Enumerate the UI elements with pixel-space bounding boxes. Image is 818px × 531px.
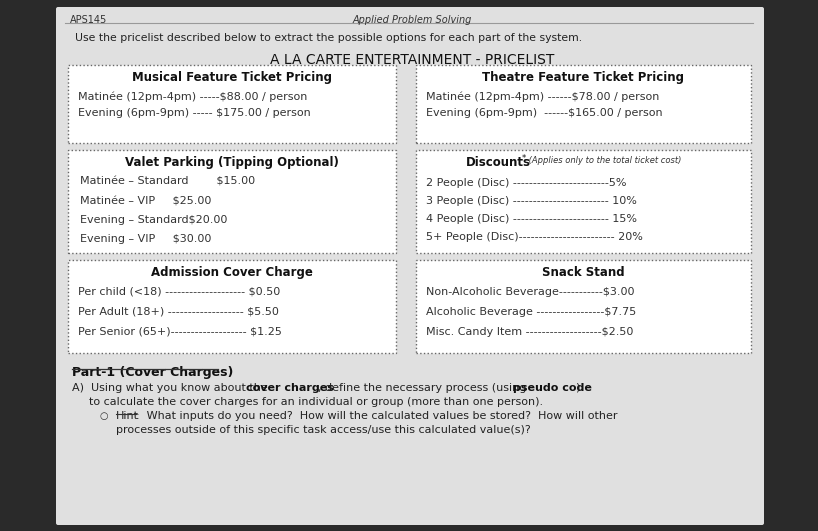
Text: APS145: APS145 xyxy=(70,15,107,25)
FancyBboxPatch shape xyxy=(56,7,764,525)
Text: pseudo code: pseudo code xyxy=(513,383,592,393)
Bar xyxy=(68,65,396,143)
Text: 4 People (Disc) ------------------------ 15%: 4 People (Disc) ------------------------… xyxy=(426,214,637,224)
Text: Discounts: Discounts xyxy=(466,156,531,169)
Text: Snack Stand: Snack Stand xyxy=(542,266,625,279)
Text: 3 People (Disc) ------------------------ 10%: 3 People (Disc) ------------------------… xyxy=(426,196,637,206)
Text: ○: ○ xyxy=(100,411,115,421)
Text: (Applies only to the total ticket cost): (Applies only to the total ticket cost) xyxy=(526,156,681,165)
Text: Matinée – VIP     $25.00: Matinée – VIP $25.00 xyxy=(80,196,211,206)
Text: Non-Alcoholic Beverage-----------$3.00: Non-Alcoholic Beverage-----------$3.00 xyxy=(426,287,635,297)
Text: A LA CARTE ENTERTAINMENT - PRICELIST: A LA CARTE ENTERTAINMENT - PRICELIST xyxy=(270,53,554,67)
Text: to calculate the cover charges for an individual or group (more than one person): to calculate the cover charges for an in… xyxy=(89,397,543,407)
Text: Matinée (12pm-4pm) -----$88.00 / person: Matinée (12pm-4pm) -----$88.00 / person xyxy=(78,91,308,101)
Text: *: * xyxy=(522,154,526,163)
Text: processes outside of this specific task access/use this calculated value(s)?: processes outside of this specific task … xyxy=(116,425,531,435)
Text: Musical Feature Ticket Pricing: Musical Feature Ticket Pricing xyxy=(132,71,332,84)
Text: Per child (<18) -------------------- $0.50: Per child (<18) -------------------- $0.… xyxy=(78,287,281,297)
Text: Per Adult (18+) ------------------- $5.50: Per Adult (18+) ------------------- $5.5… xyxy=(78,307,279,317)
Text: Matinée – Standard        $15.00: Matinée – Standard $15.00 xyxy=(80,177,255,187)
Bar xyxy=(68,260,396,353)
Text: , define the necessary process (using: , define the necessary process (using xyxy=(318,383,530,393)
Bar xyxy=(416,65,751,143)
Bar xyxy=(416,260,751,353)
Text: Valet Parking (Tipping Optional): Valet Parking (Tipping Optional) xyxy=(125,156,339,169)
Text: Evening (6pm-9pm) ----- $175.00 / person: Evening (6pm-9pm) ----- $175.00 / person xyxy=(78,108,311,118)
Text: Applied Problem Solving: Applied Problem Solving xyxy=(353,15,472,25)
Text: 5+ People (Disc)------------------------ 20%: 5+ People (Disc)------------------------… xyxy=(426,232,643,242)
Text: cover charges: cover charges xyxy=(246,383,334,393)
Text: Evening – Standard$20.00: Evening – Standard$20.00 xyxy=(80,215,227,225)
Text: Hint: Hint xyxy=(116,411,139,421)
Text: Evening (6pm-9pm)  ------$165.00 / person: Evening (6pm-9pm) ------$165.00 / person xyxy=(426,108,663,118)
Bar xyxy=(68,150,396,253)
Text: 2 People (Disc) ------------------------5%: 2 People (Disc) ------------------------… xyxy=(426,178,627,188)
Text: Evening – VIP     $30.00: Evening – VIP $30.00 xyxy=(80,234,211,244)
Text: Use the pricelist described below to extract the possible options for each part : Use the pricelist described below to ext… xyxy=(75,33,582,43)
Text: ): ) xyxy=(575,383,579,393)
Text: Alcoholic Beverage -----------------$7.75: Alcoholic Beverage -----------------$7.7… xyxy=(426,307,636,317)
Text: Misc. Candy Item -------------------$2.50: Misc. Candy Item -------------------$2.5… xyxy=(426,327,633,337)
Text: Admission Cover Charge: Admission Cover Charge xyxy=(151,266,313,279)
Text: Part-1 (Cover Charges): Part-1 (Cover Charges) xyxy=(72,366,233,379)
Text: A)  Using what you know about the: A) Using what you know about the xyxy=(72,383,272,393)
Text: Matinée (12pm-4pm) ------$78.00 / person: Matinée (12pm-4pm) ------$78.00 / person xyxy=(426,91,659,101)
Bar xyxy=(416,150,751,253)
Text: Per Senior (65+)------------------- $1.25: Per Senior (65+)------------------- $1.2… xyxy=(78,327,282,337)
Text: Theatre Feature Ticket Pricing: Theatre Feature Ticket Pricing xyxy=(483,71,685,84)
Text: :  What inputs do you need?  How will the calculated values be stored?  How will: : What inputs do you need? How will the … xyxy=(136,411,618,421)
